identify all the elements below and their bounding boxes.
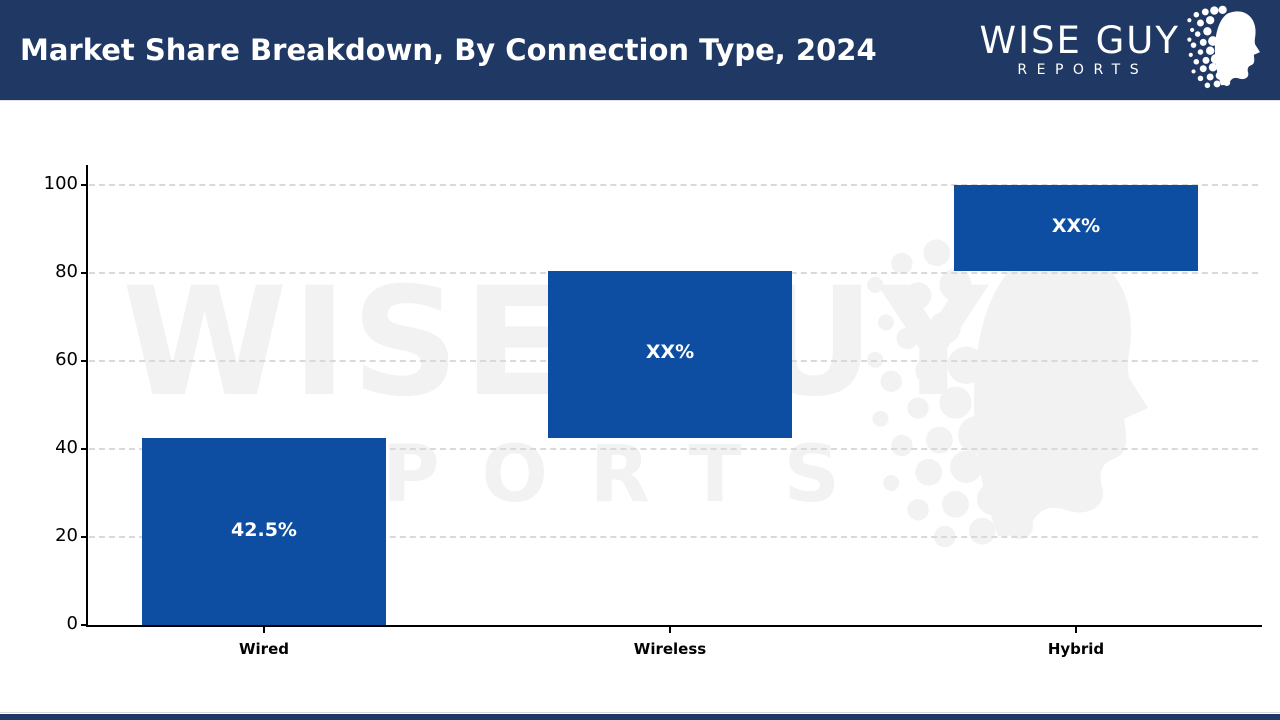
- y-axis-line: [86, 165, 88, 627]
- logo-text: WISE GUY REPORTS: [979, 19, 1180, 78]
- bottom-divider: [0, 712, 1280, 713]
- y-axis-tick-label: 0: [66, 613, 78, 634]
- y-axis-tick: [81, 360, 88, 362]
- y-axis-tick-label: 40: [55, 437, 78, 458]
- y-axis-tick: [81, 184, 88, 186]
- logo-face-icon: [1182, 5, 1266, 95]
- y-axis-tick: [81, 624, 88, 626]
- y-axis-tick-label: 20: [55, 525, 78, 546]
- gridline-40: [89, 448, 1258, 450]
- x-axis-tick: [669, 627, 671, 633]
- logo-wiseguy-label: WISE GUY: [979, 19, 1180, 63]
- y-axis-tick: [81, 536, 88, 538]
- logo-reports-label: REPORTS: [1017, 61, 1149, 78]
- bar-wireless: [548, 270, 792, 438]
- x-axis-category-label: Wireless: [633, 640, 707, 658]
- header-bar: Market Share Breakdown, By Connection Ty…: [0, 0, 1280, 100]
- header-divider: [0, 100, 1280, 101]
- bar-wired: [142, 438, 386, 625]
- gridline-100: [89, 184, 1258, 186]
- gridline-20: [89, 536, 1258, 538]
- wise-guy-reports-logo: WISE GUY REPORTS: [980, 6, 1266, 94]
- x-axis-tick: [263, 627, 265, 633]
- bar-value-label: XX%: [645, 341, 695, 364]
- y-axis-tick: [81, 448, 88, 450]
- bar-value-label: 42.5%: [231, 518, 297, 541]
- y-axis-tick: [81, 272, 88, 274]
- y-axis-tick-label: 60: [55, 349, 78, 370]
- footer-bar: [0, 714, 1280, 720]
- x-axis-category-label: Hybrid: [1047, 640, 1105, 658]
- y-axis-tick-label: 100: [43, 173, 78, 194]
- chart-title: Market Share Breakdown, By Connection Ty…: [20, 33, 877, 67]
- x-axis-line: [86, 625, 1262, 627]
- bar-value-label: XX%: [1051, 214, 1101, 237]
- x-axis-category-label: Wired: [239, 640, 289, 658]
- x-axis-tick: [1075, 627, 1077, 633]
- y-axis-tick-label: 80: [55, 261, 78, 282]
